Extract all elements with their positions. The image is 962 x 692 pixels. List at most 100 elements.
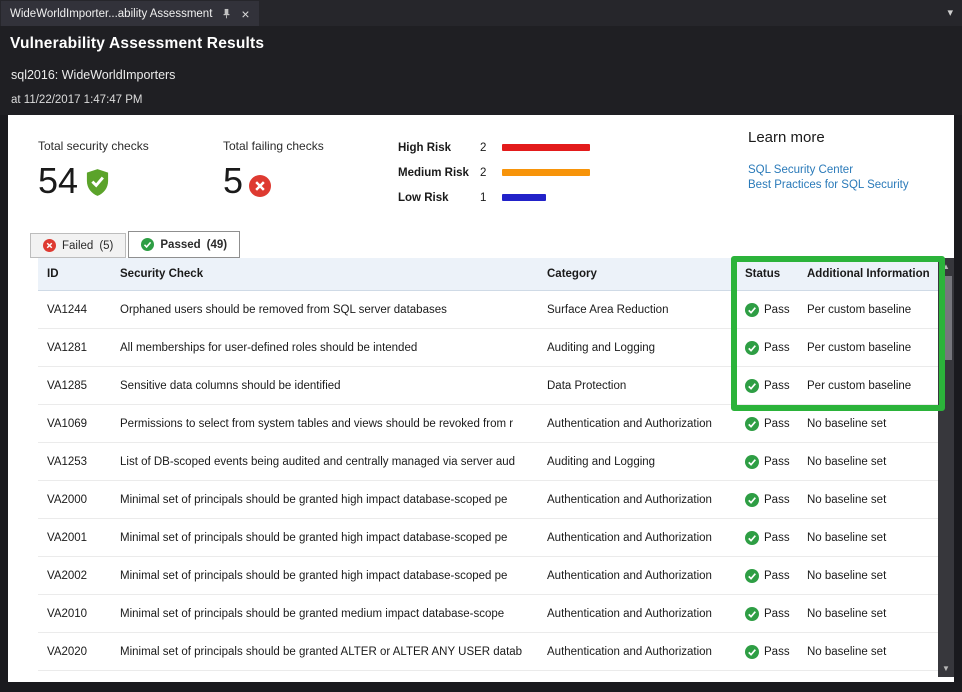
column-header-category[interactable]: Category — [547, 268, 597, 280]
cell-security-check: List of DB-scoped events being audited a… — [120, 455, 516, 468]
total-checks-label: Total security checks — [38, 139, 149, 153]
status-label: Pass — [764, 379, 790, 392]
table-row[interactable]: VA2000 Minimal set of principals should … — [38, 481, 938, 519]
table-row[interactable]: VA1281 All memberships for user-defined … — [38, 329, 938, 367]
risk-bar — [502, 169, 590, 176]
cell-security-check: Minimal set of principals should be gran… — [120, 493, 508, 506]
cell-additional-info: Per custom baseline — [807, 341, 912, 354]
cell-security-check: Orphaned users should be removed from SQ… — [120, 303, 447, 316]
cell-additional-info: No baseline set — [807, 493, 887, 506]
learn-more-section: Learn more SQL Security Center Best Prac… — [748, 129, 909, 193]
document-tab[interactable]: WideWorldImporter...ability Assessment × — [1, 1, 259, 26]
pass-icon — [745, 568, 759, 583]
cell-category: Authentication and Authorization — [547, 645, 712, 658]
cell-id: VA2000 — [47, 493, 88, 506]
vertical-scrollbar[interactable]: ▲ ▼ — [938, 258, 954, 677]
cell-id: VA2001 — [47, 531, 88, 544]
cell-id: VA2020 — [47, 645, 88, 658]
link-best-practices[interactable]: Best Practices for SQL Security — [748, 179, 909, 191]
cell-status: Pass — [736, 291, 798, 328]
cell-id: VA2010 — [47, 607, 88, 620]
column-header-status[interactable]: Status — [745, 268, 781, 280]
cell-security-check: All memberships for user-defined roles s… — [120, 341, 418, 354]
table-row[interactable]: VA2020 Minimal set of principals should … — [38, 633, 938, 671]
status-label: Pass — [764, 303, 790, 316]
cell-id: VA2002 — [47, 569, 88, 582]
server-name: sql2016: — [11, 68, 59, 82]
pass-icon — [745, 340, 759, 355]
risk-value: 1 — [480, 191, 487, 204]
table-row[interactable]: VA1069 Permissions to select from system… — [38, 405, 938, 443]
pass-icon — [745, 454, 759, 469]
table-row[interactable]: VA1253 List of DB-scoped events being au… — [38, 443, 938, 481]
database-name: WideWorldImporters — [61, 68, 176, 82]
pass-icon — [745, 644, 759, 659]
cell-category: Auditing and Logging — [547, 455, 656, 468]
cell-category: Auditing and Logging — [547, 341, 656, 354]
cell-id: VA1285 — [47, 379, 88, 392]
column-header-id[interactable]: ID — [47, 268, 59, 280]
tab-list-dropdown-icon[interactable]: ▾ — [947, 7, 953, 19]
fail-circle-icon — [249, 175, 272, 198]
tab-passed-label: Passed — [160, 238, 201, 251]
scan-timestamp: at 11/22/2017 1:47:47 PM — [11, 94, 143, 106]
table-row[interactable]: VA1285 Sensitive data columns should be … — [38, 367, 938, 405]
cell-security-check: Minimal set of principals should be gran… — [120, 645, 523, 658]
link-sql-security-center[interactable]: SQL Security Center — [748, 164, 854, 176]
scroll-down-icon[interactable]: ▼ — [942, 664, 950, 673]
risk-row-medium: Medium Risk 2 — [398, 160, 590, 185]
risk-label: Medium Risk — [398, 166, 469, 179]
table-header-row: ID Security Check Category Status Additi… — [38, 258, 938, 291]
risk-row-high: High Risk 2 — [398, 135, 590, 160]
column-header-security-check[interactable]: Security Check — [120, 268, 204, 280]
close-icon[interactable]: × — [241, 5, 250, 22]
tab-failed[interactable]: Failed (5) — [30, 233, 127, 258]
cell-status: Pass — [736, 443, 798, 480]
cell-additional-info: No baseline set — [807, 569, 887, 582]
table-row[interactable]: VA2001 Minimal set of principals should … — [38, 519, 938, 557]
cell-status: Pass — [736, 329, 798, 366]
document-tab-bar: WideWorldImporter...ability Assessment ×… — [0, 0, 962, 26]
tab-passed[interactable]: Passed (49) — [128, 231, 241, 258]
risk-value: 2 — [480, 166, 487, 179]
cell-category: Authentication and Authorization — [547, 569, 712, 582]
result-tabs: Failed (5) Passed (49) — [30, 231, 241, 258]
cell-status: Pass — [736, 367, 798, 404]
document-tab-title: WideWorldImporter...ability Assessment — [10, 7, 213, 20]
cell-status: Pass — [736, 481, 798, 518]
results-header: Vulnerability Assessment Results sql2016… — [0, 26, 962, 115]
cell-category: Authentication and Authorization — [547, 607, 712, 620]
scroll-up-icon[interactable]: ▲ — [942, 262, 950, 271]
status-label: Pass — [764, 569, 790, 582]
pass-icon — [745, 378, 759, 393]
column-header-additional-information[interactable]: Additional Information — [807, 268, 930, 280]
total-checks-metric: Total security checks 54 — [38, 139, 149, 199]
cell-status: Pass — [736, 405, 798, 442]
results-table: ID Security Check Category Status Additi… — [38, 258, 938, 671]
tab-passed-count: (49) — [206, 238, 228, 251]
cell-security-check: Sensitive data columns should be identif… — [120, 379, 341, 392]
risk-row-low: Low Risk 1 — [398, 185, 590, 210]
risk-label: High Risk — [398, 141, 452, 154]
status-label: Pass — [764, 493, 790, 506]
table-row[interactable]: VA2002 Minimal set of principals should … — [38, 557, 938, 595]
cell-security-check: Minimal set of principals should be gran… — [120, 569, 508, 582]
cell-id: VA1069 — [47, 417, 88, 430]
shield-check-icon — [84, 168, 111, 197]
cell-additional-info: Per custom baseline — [807, 379, 912, 392]
table-row[interactable]: VA2010 Minimal set of principals should … — [38, 595, 938, 633]
risk-bar — [502, 144, 590, 151]
cell-status: Pass — [736, 595, 798, 632]
tab-failed-count: (5) — [99, 239, 114, 252]
failing-checks-value: 5 — [223, 160, 244, 201]
learn-more-title: Learn more — [748, 129, 825, 146]
cell-security-check: Minimal set of principals should be gran… — [120, 531, 508, 544]
table-row[interactable]: VA1244 Orphaned users should be removed … — [38, 291, 938, 329]
cell-additional-info: No baseline set — [807, 531, 887, 544]
cell-additional-info: Per custom baseline — [807, 303, 912, 316]
pin-icon[interactable] — [221, 8, 232, 20]
cell-additional-info: No baseline set — [807, 455, 887, 468]
status-label: Pass — [764, 417, 790, 430]
cell-category: Authentication and Authorization — [547, 417, 712, 430]
scrollbar-thumb[interactable] — [940, 276, 952, 360]
